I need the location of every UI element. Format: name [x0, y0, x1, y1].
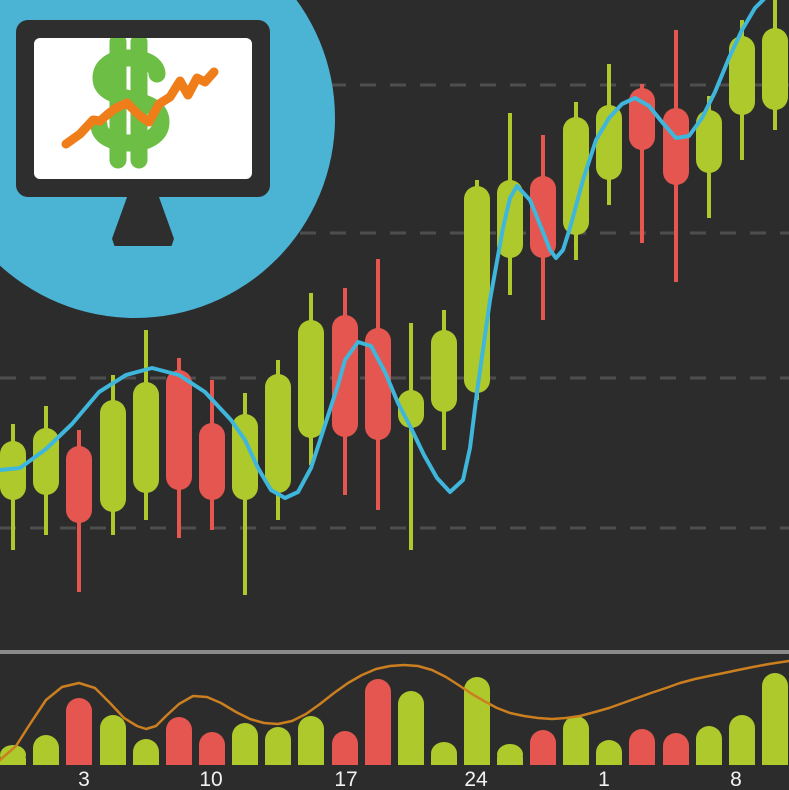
candle-body	[332, 315, 358, 437]
panel-divider	[0, 650, 789, 654]
x-tick-label-8: 8	[730, 768, 742, 790]
volume-moving-average-line	[0, 659, 789, 762]
candle-body	[696, 110, 722, 173]
candlestick[interactable]	[464, 180, 490, 400]
candle-body	[199, 423, 225, 500]
volume-bar-stem	[663, 746, 689, 765]
candlestick-series[interactable]	[0, 0, 788, 595]
volume-bar-stem	[199, 745, 225, 765]
candlestick[interactable]	[431, 310, 457, 450]
candle-body	[762, 28, 788, 110]
candle-body	[298, 320, 324, 438]
candle-body	[729, 36, 755, 115]
candlestick[interactable]	[762, 0, 788, 130]
volume-bar-stem	[629, 742, 655, 765]
x-axis-tick-labels: 3 10 17 24 1 8	[78, 768, 742, 790]
candlestick[interactable]	[133, 330, 159, 520]
stock-monitor-icon	[16, 20, 270, 246]
candlestick[interactable]	[166, 358, 192, 538]
candle-body	[431, 330, 457, 412]
volume-bar-stem	[696, 739, 722, 765]
volume-bar-stem	[332, 744, 358, 765]
candlestick[interactable]	[332, 288, 358, 495]
volume-bar-stem	[365, 692, 391, 765]
candle-body	[365, 328, 391, 440]
monitor-frame	[16, 20, 270, 246]
x-tick-label-24: 24	[464, 768, 488, 790]
volume-bar-stem	[166, 730, 192, 765]
volume-bar-stem	[265, 740, 291, 765]
volume-bar-stem	[497, 757, 523, 765]
candle-body	[166, 370, 192, 490]
candle-body	[497, 180, 523, 258]
candlestick[interactable]	[100, 375, 126, 535]
candle-body	[663, 108, 689, 185]
candlestick[interactable]	[298, 293, 324, 465]
candle-body	[464, 186, 490, 393]
candlestick[interactable]	[199, 380, 225, 530]
candle-body	[66, 446, 92, 523]
x-tick-label-10: 10	[199, 768, 222, 790]
candlestick[interactable]	[596, 64, 622, 205]
volume-bar-stem	[530, 743, 556, 765]
candle-body	[596, 105, 622, 180]
candle-body	[563, 117, 589, 235]
volume-bar-stem	[563, 729, 589, 765]
dollar-sign-with-uptrend-icon	[61, 38, 219, 169]
candlestick[interactable]	[696, 96, 722, 218]
candlestick[interactable]	[232, 393, 258, 595]
candlestick[interactable]	[563, 102, 589, 260]
dollar-sign-icon	[90, 38, 170, 169]
x-tick-label-17: 17	[334, 768, 357, 790]
monitor-screen	[34, 38, 252, 179]
volume-bar-stem	[232, 736, 258, 765]
candlestick[interactable]	[729, 20, 755, 160]
x-tick-label-3: 3	[78, 768, 90, 790]
volume-bar-stem	[762, 686, 788, 765]
candle-body	[232, 414, 258, 500]
moving-average-line	[0, 0, 766, 500]
x-tick-label-1: 1	[598, 768, 610, 790]
volume-bar-stem	[66, 711, 92, 765]
volume-bar-stem	[398, 704, 424, 765]
candlestick[interactable]	[365, 259, 391, 510]
candle-body	[133, 382, 159, 493]
candlestick[interactable]	[66, 430, 92, 592]
volume-bar-stem	[133, 752, 159, 765]
volume-bar-stem	[729, 728, 755, 765]
candle-body	[265, 374, 291, 493]
candle-body	[530, 176, 556, 258]
volume-bar-stem	[431, 755, 457, 765]
volume-bar-series[interactable]	[0, 673, 788, 765]
monitor-stand	[112, 194, 174, 246]
volume-bar-stem	[596, 753, 622, 765]
candlestick[interactable]	[663, 30, 689, 282]
trend-arrow-icon	[61, 67, 219, 149]
volume-bar-stem	[100, 728, 126, 765]
candle-body	[100, 400, 126, 512]
volume-bar-stem	[33, 748, 59, 765]
volume-bar-stem	[298, 729, 324, 765]
volume-bar-stem	[0, 758, 26, 765]
